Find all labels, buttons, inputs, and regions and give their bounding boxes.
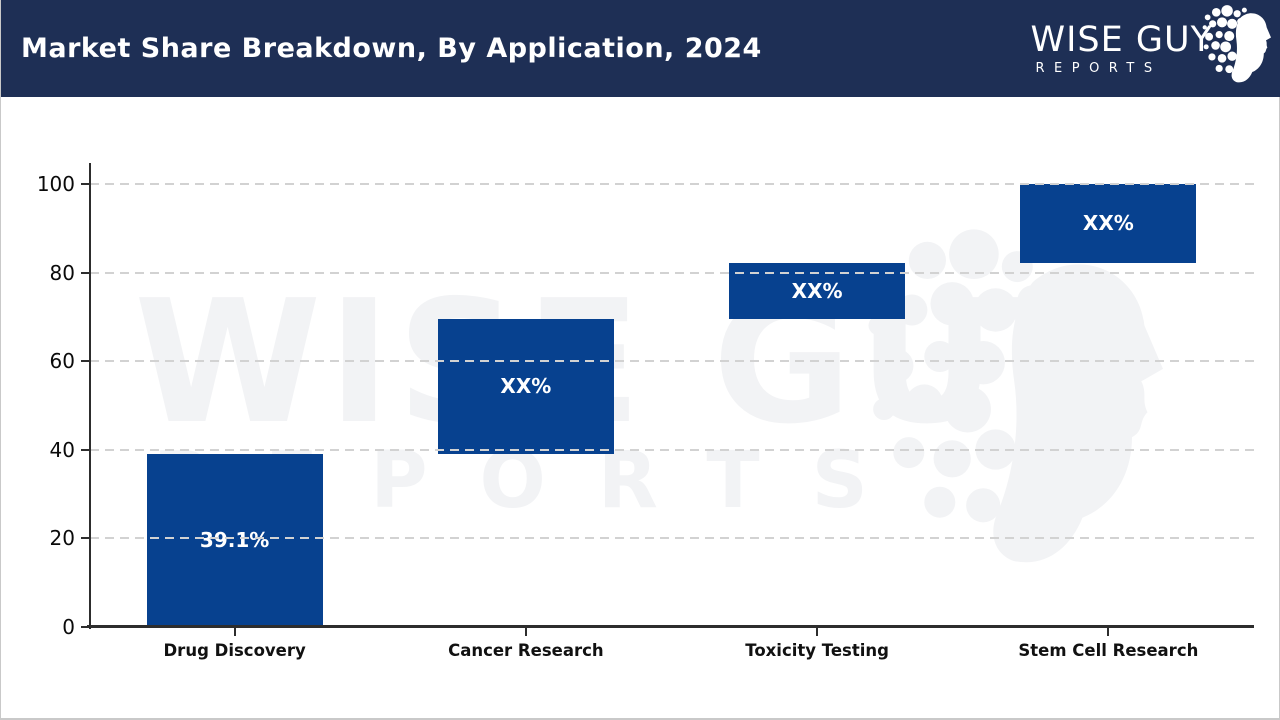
gridline-100 (90, 183, 1254, 185)
bar-stem-cell-research: XX% (1020, 184, 1197, 263)
x-axis-line (87, 625, 1254, 628)
logo-head-icon (1202, 5, 1271, 83)
y-axis-line (89, 163, 91, 629)
y-tick-label-60: 60 (49, 349, 75, 374)
y-tick-label-100: 100 (36, 172, 75, 196)
bar-value-label: XX% (500, 374, 552, 399)
y-tick (81, 626, 89, 628)
category-label-3: Toxicity Testing (745, 641, 889, 660)
y-tick (81, 448, 89, 451)
logo-text: WISE GUY REPORTS (1030, 19, 1213, 76)
gridline-20 (90, 537, 1254, 540)
x-tick (233, 627, 236, 636)
logo-subtext: REPORTS (1035, 60, 1162, 76)
x-tick (1107, 627, 1110, 636)
y-tick-label-40: 40 (49, 437, 75, 462)
category-label-1: Drug Discovery (163, 641, 306, 660)
header: Market Share Breakdown, By Application, … (1, 0, 1280, 97)
gridline-80 (90, 271, 1254, 274)
x-tick (816, 627, 819, 636)
chart-title: Market Share Breakdown, By Application, … (21, 33, 762, 64)
y-tick-label-20: 20 (49, 526, 75, 551)
logo-wordmark: WISE GUY (1030, 19, 1213, 60)
y-tick-label-0: 0 (62, 615, 75, 639)
y-tick (81, 271, 89, 274)
bar-value-label: XX% (791, 278, 843, 303)
bar-value-label: 39.1% (199, 528, 270, 553)
bar-drug-discovery: 39.1% (146, 453, 323, 627)
category-label-2: Cancer Research (448, 641, 604, 660)
y-tick (81, 360, 89, 363)
bar-cancer-research: XX% (437, 319, 614, 454)
gridline-60 (90, 360, 1254, 363)
category-label-4: Stem Cell Research (1018, 641, 1199, 660)
gridline-40 (90, 448, 1254, 451)
y-tick (81, 183, 89, 185)
bar-value-label: XX% (1082, 211, 1134, 236)
y-tick (81, 537, 89, 540)
x-tick (524, 627, 527, 636)
y-tick-label-80: 80 (49, 260, 75, 285)
wiseguy-logo: WISE GUY REPORTS (1030, 5, 1271, 93)
